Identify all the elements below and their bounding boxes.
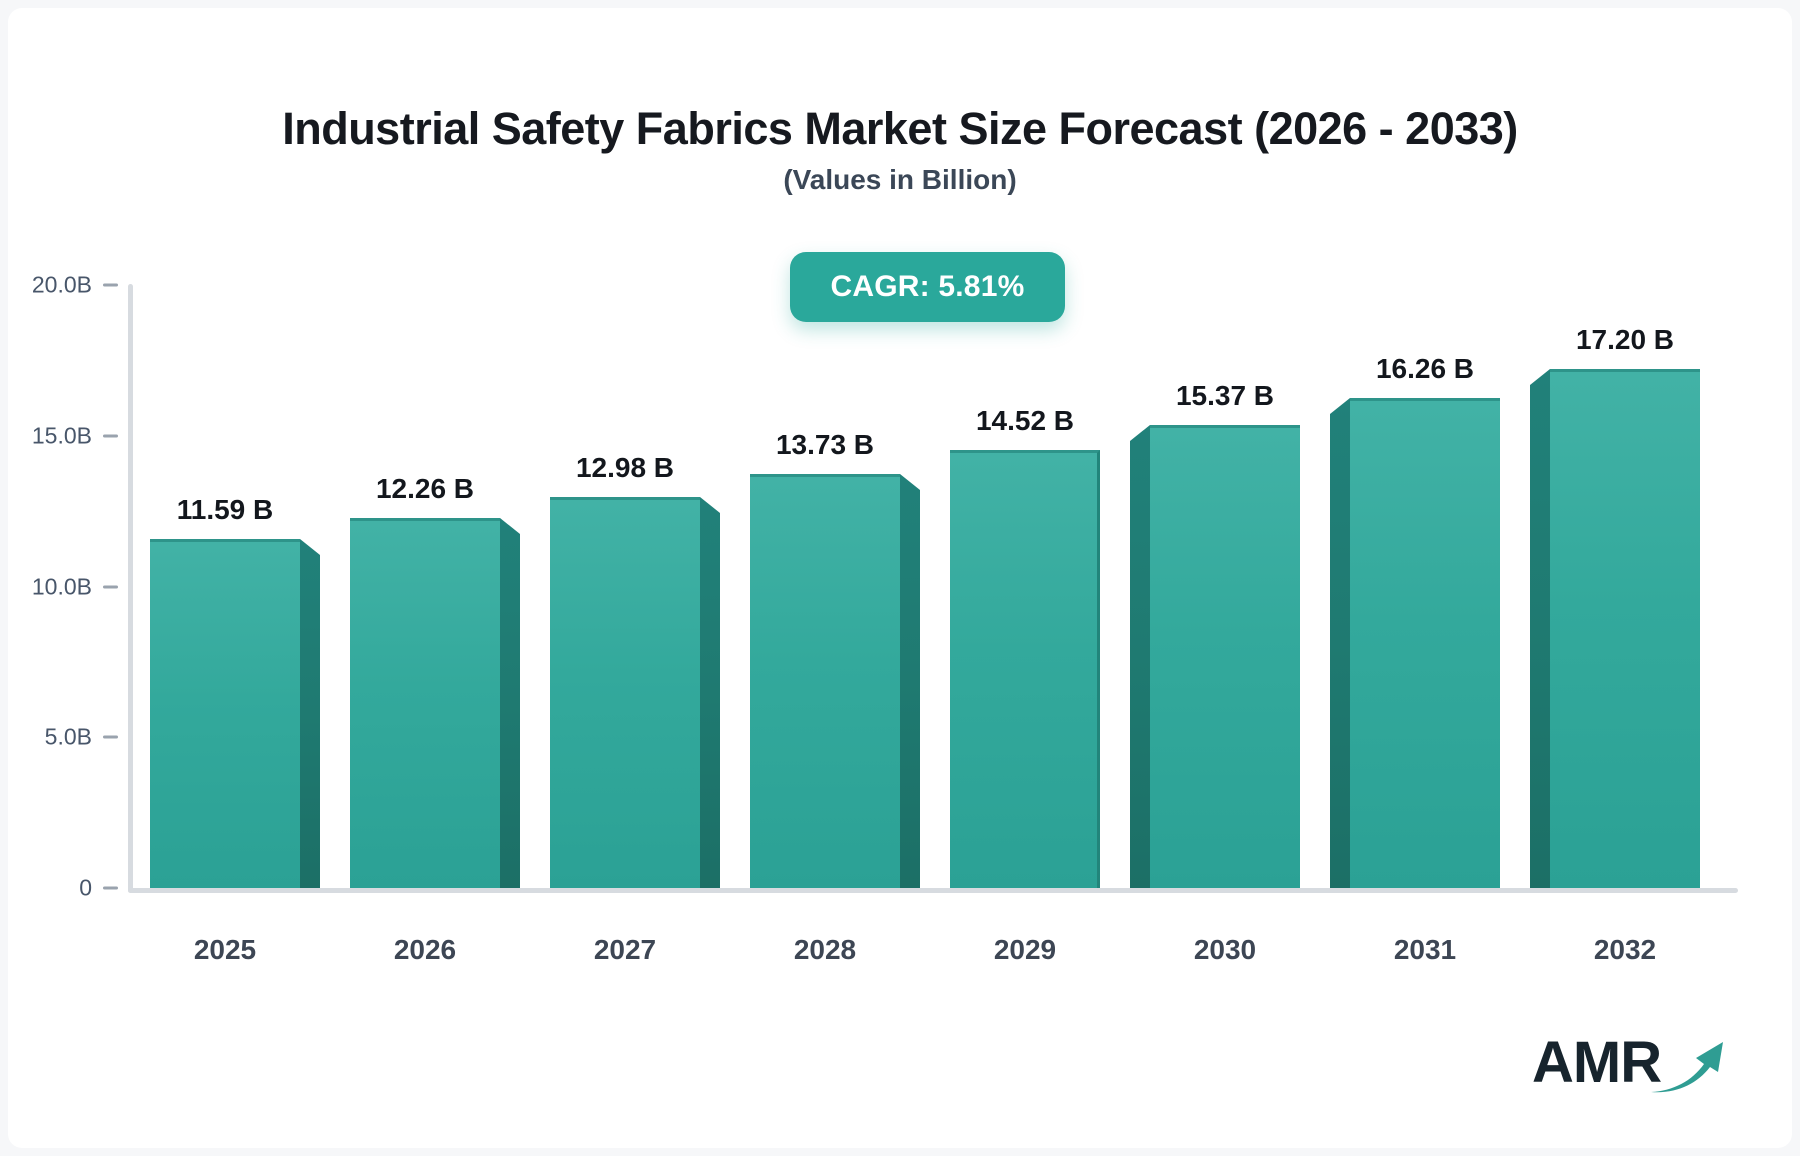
x-axis-category-label: 2028 bbox=[793, 934, 857, 965]
bar-side-face bbox=[300, 539, 320, 888]
cagr-badge-label: CAGR: 5.81% bbox=[830, 270, 1025, 303]
x-axis-category-label: 2029 bbox=[993, 934, 1057, 965]
x-axis-line bbox=[128, 888, 1738, 893]
bar-group-2027[interactable]: 12.98 B 2027 bbox=[550, 452, 720, 965]
y-axis-tick-label: 0 bbox=[79, 874, 92, 901]
bar-face bbox=[750, 474, 900, 888]
bar-side-face bbox=[1530, 369, 1550, 888]
bar-side-face bbox=[500, 518, 520, 888]
bar-group-2028[interactable]: 13.73 B 2028 bbox=[750, 429, 920, 965]
bar-group-2031[interactable]: 16.26 B 2031 bbox=[1330, 353, 1500, 965]
amr-logo: AMR bbox=[1532, 1034, 1727, 1096]
bar-value-label: 16.26 B bbox=[1375, 353, 1475, 384]
bar-value-label: 12.26 B bbox=[375, 473, 475, 504]
bar-side-face bbox=[700, 497, 720, 888]
y-axis-tick-mark bbox=[103, 585, 118, 588]
bar-group-2026[interactable]: 12.26 B 2026 bbox=[350, 473, 520, 965]
bar-value-label: 12.98 B bbox=[575, 452, 675, 483]
y-axis-tick-mark bbox=[103, 434, 118, 438]
bar-value-label: 17.20 B bbox=[1575, 324, 1675, 355]
chart-subtitle: (Values in Billion) bbox=[783, 164, 1017, 195]
bar-group-2032[interactable]: 17.20 B 2032 bbox=[1530, 324, 1700, 965]
bar-face bbox=[350, 518, 500, 888]
x-axis-category-label: 2026 bbox=[393, 934, 457, 965]
y-axis-line bbox=[128, 284, 133, 893]
bar-face bbox=[950, 450, 1100, 888]
bar-side-face bbox=[900, 474, 920, 888]
bar-side-face bbox=[1330, 398, 1350, 888]
y-axis-tick-mark bbox=[103, 283, 118, 287]
bar-group-2030[interactable]: 15.37 B 2030 bbox=[1130, 380, 1300, 965]
y-axis-tick-mark bbox=[103, 735, 118, 739]
amr-logo-text: AMR bbox=[1532, 1030, 1662, 1095]
x-axis-category-label: 2031 bbox=[1393, 934, 1457, 965]
bar-group-2029[interactable]: 14.52 B 2029 bbox=[950, 405, 1100, 965]
x-axis-category-label: 2030 bbox=[1193, 934, 1257, 965]
bar-face bbox=[1550, 369, 1700, 888]
bar-face bbox=[150, 539, 300, 888]
bar-value-label: 14.52 B bbox=[975, 405, 1075, 436]
y-axis-tick-label: 10.0B bbox=[31, 573, 92, 599]
bar-group-2025[interactable]: 11.59 B 2025 bbox=[150, 494, 320, 965]
bar-face bbox=[1150, 425, 1300, 888]
x-axis-category-label: 2025 bbox=[193, 934, 257, 965]
chart-title: Industrial Safety Fabrics Market Size Fo… bbox=[282, 103, 1518, 154]
bar-side-face bbox=[1130, 425, 1150, 888]
y-axis-tick-label: 15.0B bbox=[31, 422, 92, 449]
y-axis-tick-label: 5.0B bbox=[44, 723, 92, 750]
y-axis-tick-mark bbox=[103, 886, 118, 890]
bar-face bbox=[550, 497, 700, 888]
growth-arrow-icon bbox=[1651, 1042, 1724, 1093]
x-axis-category-label: 2032 bbox=[1593, 934, 1657, 965]
y-axis-tick-label: 20.0B bbox=[31, 271, 92, 298]
cagr-badge: CAGR: 5.81% bbox=[790, 252, 1065, 322]
bar-value-label: 11.59 B bbox=[176, 494, 274, 525]
x-axis-category-label: 2027 bbox=[593, 934, 657, 965]
bar-face bbox=[1350, 398, 1500, 888]
bar-value-label: 13.73 B bbox=[775, 429, 875, 460]
bar-value-label: 15.37 B bbox=[1175, 380, 1275, 411]
